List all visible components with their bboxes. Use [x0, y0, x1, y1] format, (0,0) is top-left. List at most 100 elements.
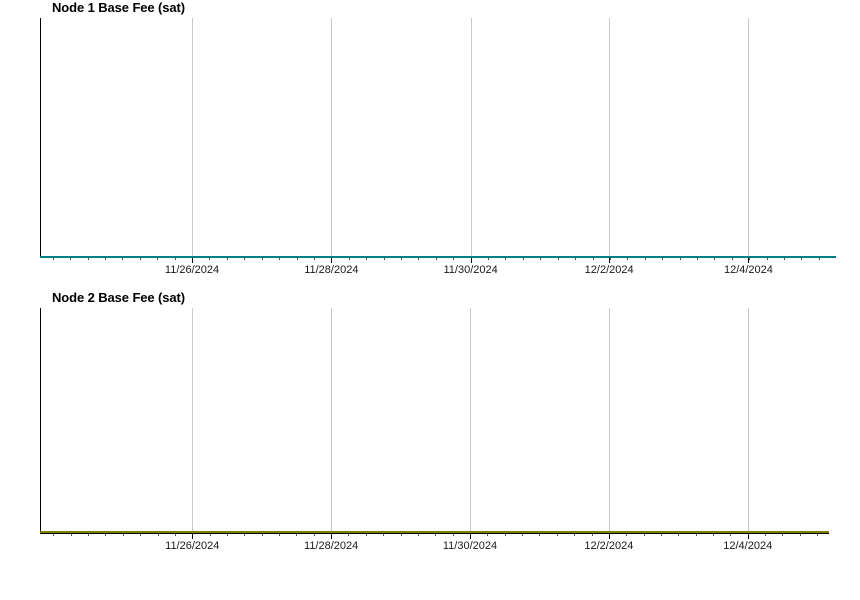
x-axis-major-tick: [470, 534, 471, 539]
x-axis-tick-label: 12/2/2024: [584, 540, 634, 552]
x-axis-tick-label: 11/30/2024: [443, 264, 498, 276]
x-axis-minor-tick: [209, 258, 211, 260]
plot-area-node-1: 11/26/2024 11/28/2024 11/30/2024 12/2/2024 1…: [40, 18, 836, 276]
x-axis-minor-tick: [400, 258, 402, 260]
x-axis-minor-tick: [714, 258, 716, 260]
x-axis-major-tick: [331, 534, 333, 539]
x-axis-minor-tick: [122, 534, 124, 536]
y-axis-node-1: [40, 18, 41, 258]
plot-area-node-2: 11/26/2024 11/28/2024 11/30/2024 12/2/2024 1…: [40, 308, 829, 552]
x-axis-minor-tick: [591, 534, 593, 536]
gridline: [331, 18, 333, 258]
x-axis-minor-tick: [452, 534, 454, 536]
x-axis-tick-label: 11/30/2024: [442, 540, 498, 552]
x-axis-minor-tick: [643, 534, 645, 536]
gridline: [192, 18, 194, 258]
x-axis-minor-tick: [418, 258, 420, 260]
x-axis-major-tick: [609, 258, 611, 263]
x-axis-minor-tick: [487, 534, 489, 536]
x-axis-tick-label: 11/28/2024: [304, 540, 359, 552]
x-axis-minor-tick: [139, 258, 141, 260]
x-axis-minor-tick: [505, 258, 507, 260]
x-axis-minor-tick: [279, 258, 281, 260]
gridlines-node-2: [40, 308, 829, 534]
x-axis-minor-tick: [592, 258, 594, 260]
x-axis-minor-tick: [261, 534, 263, 536]
x-axis-minor-tick: [627, 258, 629, 260]
x-axis-minor-tick: [784, 258, 786, 260]
x-axis-minor-tick: [575, 258, 577, 260]
gridline: [748, 18, 750, 258]
x-axis-minor-tick: [539, 534, 541, 536]
x-axis-minor-tick: [383, 258, 385, 260]
x-axis-minor-tick: [662, 258, 664, 260]
x-axis-minor-tick: [695, 534, 697, 536]
x-axis-minor-tick: [70, 258, 72, 260]
x-axis-minor-tick: [435, 258, 437, 260]
x-axis-minor-tick: [174, 534, 176, 536]
x-axis-minor-tick: [226, 258, 228, 260]
x-axis-minor-tick: [679, 258, 681, 260]
x-axis-minor-tick: [88, 534, 90, 536]
x-axis-minor-tick: [730, 534, 732, 536]
x-axis-minor-tick: [53, 534, 55, 536]
x-axis-minor-tick: [140, 534, 142, 536]
x-axis-major-tick: [608, 534, 610, 539]
x-axis-minor-tick: [766, 258, 768, 260]
x-axis-minor-tick: [209, 534, 211, 536]
x-axis-minor-tick: [87, 258, 89, 260]
x-axis-minor-tick: [435, 534, 437, 536]
x-axis-major-tick: [192, 534, 194, 539]
x-axis-minor-tick: [104, 258, 106, 260]
x-axis-minor-tick: [174, 258, 176, 260]
x-axis-minor-tick: [626, 534, 628, 536]
x-axis-minor-tick: [644, 258, 646, 260]
x-axis-minor-tick: [313, 534, 315, 536]
x-axis-minor-tick: [799, 534, 801, 536]
y-axis-node-2: [40, 308, 41, 534]
x-axis-minor-tick: [574, 534, 576, 536]
x-axis-tick-label: 11/28/2024: [304, 264, 359, 276]
x-axis-minor-tick: [765, 534, 767, 536]
x-axis-minor-tick: [522, 534, 524, 536]
x-axis-tick-label: 11/26/2024: [165, 540, 220, 552]
x-axis-minor-tick: [400, 534, 402, 536]
x-axis-minor-tick: [157, 258, 159, 260]
gridline: [331, 308, 333, 534]
x-axis-minor-tick: [731, 258, 733, 260]
x-axis-minor-tick: [383, 534, 385, 536]
x-axis-major-tick: [331, 258, 333, 263]
x-axis-minor-tick: [261, 258, 263, 260]
chart-panel-node-1: Node 1 Base Fee (sat) 11/26/2024 11/28/20…: [0, 0, 860, 288]
series-line-node-1-base-fee: [40, 256, 836, 258]
series-line-node-2-base-fee: [40, 531, 829, 533]
x-axis-minor-tick: [488, 258, 490, 260]
x-axis-major-tick: [470, 258, 472, 263]
x-axis-minor-tick: [105, 534, 107, 536]
gridline: [608, 308, 610, 534]
x-axis-minor-tick: [279, 534, 281, 536]
chart-title-node-2: Node 2 Base Fee (sat): [52, 290, 186, 305]
gridline: [470, 18, 472, 258]
x-axis-tick-label: 12/2/2024: [584, 264, 634, 276]
gridline: [747, 308, 749, 534]
x-axis-tick-label: 11/26/2024: [164, 264, 220, 276]
x-axis-minor-tick: [417, 534, 419, 536]
x-axis-minor-tick: [365, 534, 367, 536]
x-axis-minor-tick: [348, 534, 350, 536]
x-axis-minor-tick: [678, 534, 680, 536]
x-axis-minor-tick: [348, 258, 350, 260]
x-axis-major-tick: [192, 258, 194, 263]
x-axis-minor-tick: [504, 534, 506, 536]
x-axis-minor-tick: [244, 534, 246, 536]
x-axis-minor-tick: [522, 258, 524, 260]
x-axis-minor-tick: [696, 258, 698, 260]
x-axis-tick-label: 12/4/2024: [723, 540, 773, 552]
x-axis-minor-tick: [244, 258, 246, 260]
x-axis-minor-tick: [713, 534, 715, 536]
x-axis-minor-tick: [52, 258, 54, 260]
x-axis-minor-tick: [660, 534, 662, 536]
x-axis-major-tick: [748, 258, 750, 263]
gridline: [192, 308, 194, 534]
chart-title-node-1: Node 1 Base Fee (sat): [52, 0, 186, 15]
